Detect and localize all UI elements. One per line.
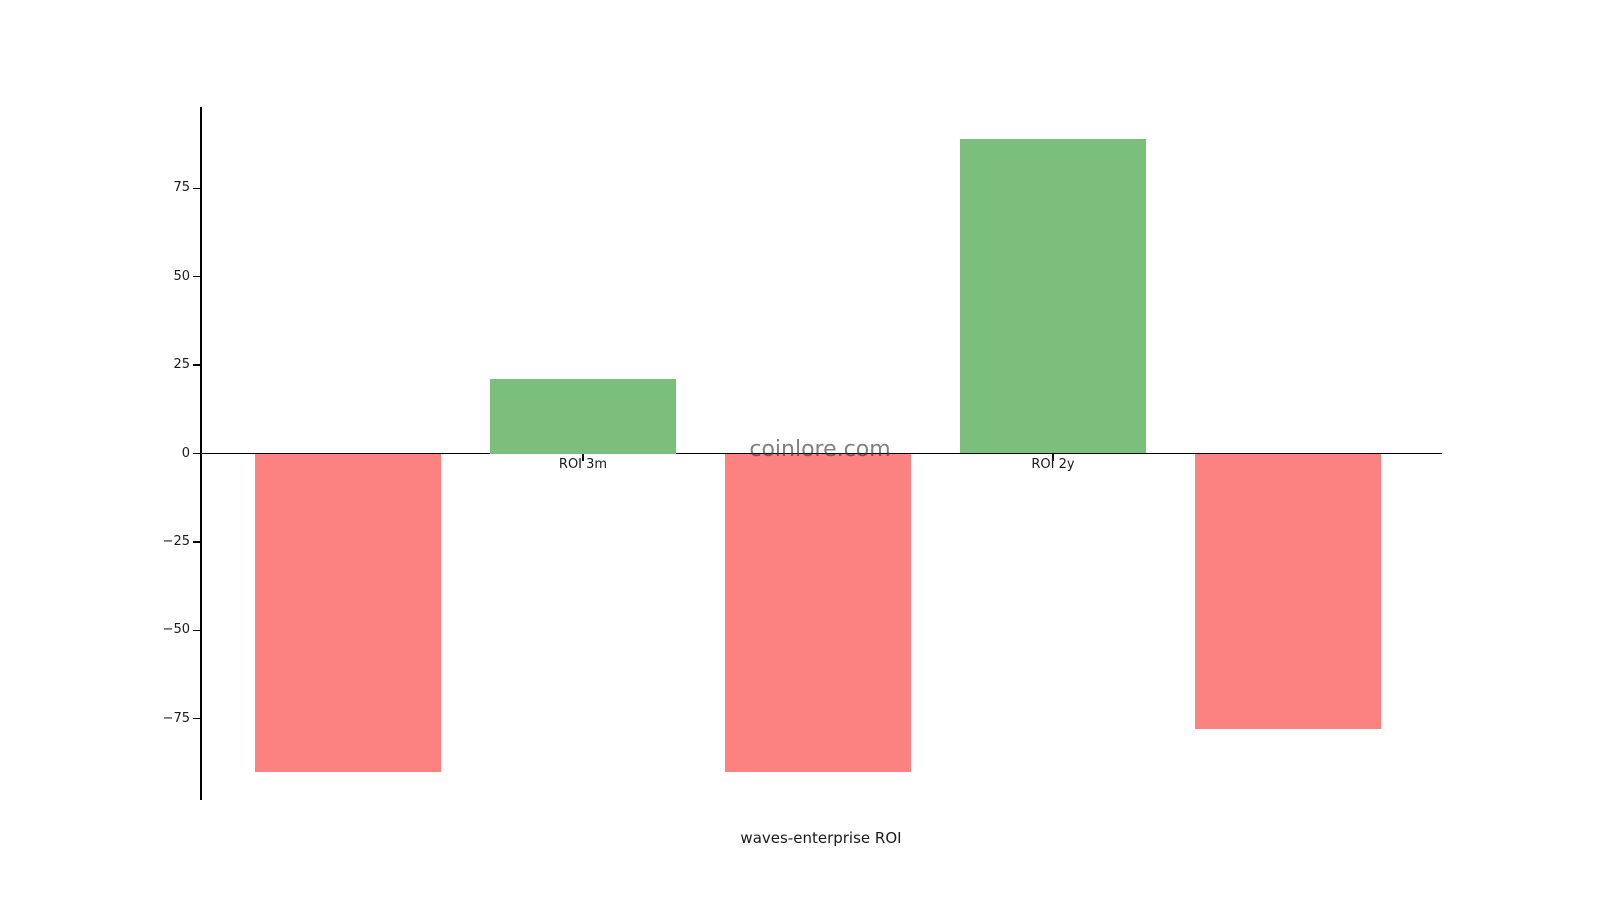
bar-roi-2y [960,138,1146,454]
watermark-text: coinlore.com [749,437,891,462]
y-tick-label: 25 [173,357,190,373]
y-tick-mark [193,452,200,455]
y-tick-mark [193,541,200,543]
y-tick-mark [193,717,200,720]
y-tick-label: −75 [162,710,190,726]
y-tick-label: 0 [181,445,190,461]
y-tick-mark [193,275,200,278]
y-tick-label: −50 [162,622,190,638]
y-tick-label: 75 [173,180,190,196]
bar-unlabeled-4 [1195,453,1381,730]
y-tick-label: −25 [162,533,190,549]
y-tick-label: 50 [173,268,190,284]
x-tick-label: ROI 2y [1031,456,1075,472]
y-tick-mark [193,364,200,366]
x-tick-mark [1052,453,1054,461]
bar-unlabeled-0 [255,453,441,772]
x-tick-mark [582,453,584,461]
bar-roi-3m [490,379,676,454]
x-tick-label: ROI 3m [558,456,608,472]
bar-unlabeled-2 [725,453,911,772]
y-tick-mark [193,187,200,190]
y-tick-mark [193,629,200,632]
chart-title: waves-enterprise ROI [740,829,902,847]
